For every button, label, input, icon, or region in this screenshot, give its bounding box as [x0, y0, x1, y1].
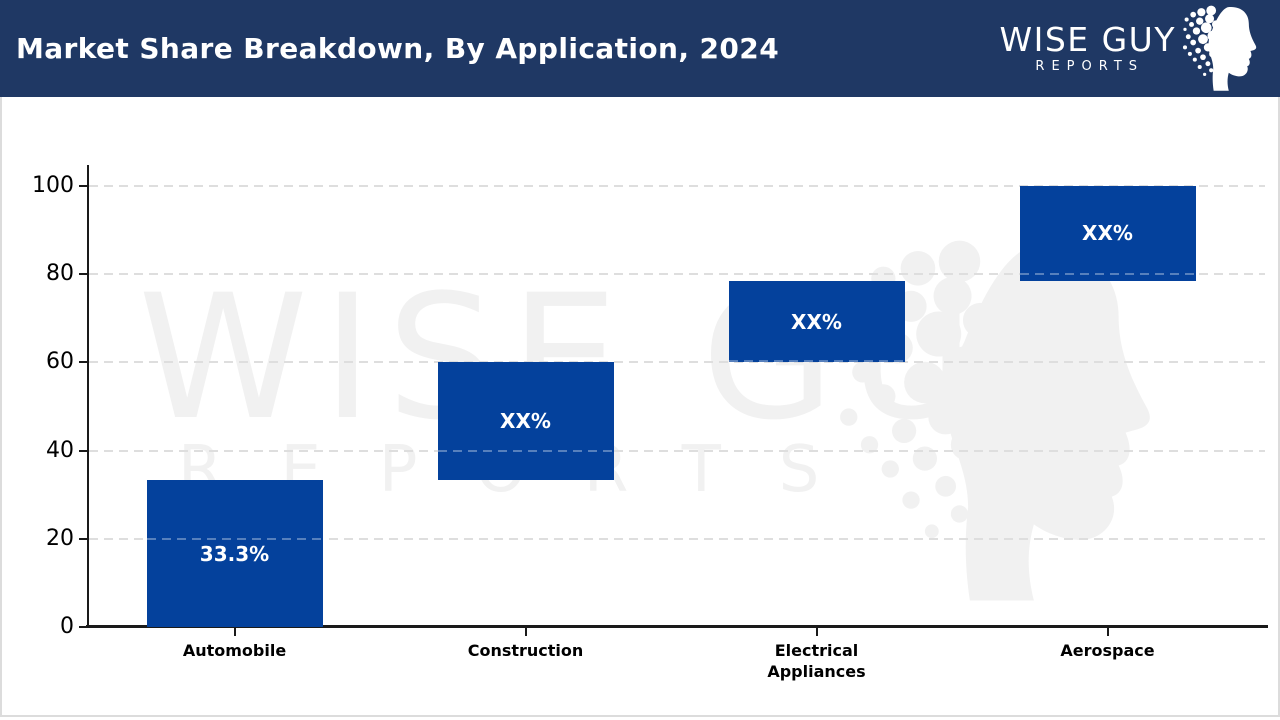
y-tick-label-0: 0 — [60, 614, 74, 639]
y-tick-80 — [79, 273, 87, 276]
chart-frame-border — [0, 97, 1280, 717]
x-tick-1 — [524, 628, 527, 636]
brand-logo: WISE GUY REPORTS — [999, 4, 1264, 94]
bar-label-0: 33.3% — [199, 541, 270, 566]
bar-0: 33.3% — [146, 480, 323, 627]
wiseguy-head-icon — [1182, 5, 1257, 91]
brand-name: WISE GUY — [999, 20, 1176, 60]
y-tick-40 — [79, 449, 87, 452]
y-axis — [87, 165, 89, 628]
y-tick-0 — [79, 626, 87, 628]
bar-label-3: XX% — [1082, 221, 1133, 246]
y-tick-20 — [79, 537, 87, 540]
gridline-40 — [89, 449, 1265, 452]
y-tick-label-80: 80 — [46, 261, 74, 287]
brand-subtitle: REPORTS — [1035, 58, 1145, 74]
x-tick-2 — [815, 628, 818, 636]
x-label-1: Construction — [467, 641, 584, 660]
bar-label-2: XX% — [791, 309, 842, 334]
bar-label-1: XX% — [500, 409, 551, 434]
header: Market Share Breakdown, By Application, … — [0, 0, 1280, 97]
gridline-over-bar — [146, 537, 323, 540]
gridline-60 — [89, 361, 1265, 364]
gridline-over-bar — [1019, 273, 1196, 276]
x-label-0: Automobile — [182, 641, 287, 660]
y-tick-label-20: 20 — [46, 525, 74, 551]
y-tick-label-100: 100 — [32, 173, 74, 198]
gridline-80 — [89, 273, 1265, 276]
gridline-over-bar — [437, 449, 614, 452]
bar-2: XX% — [728, 280, 905, 363]
y-tick-60 — [79, 361, 87, 364]
x-axis — [86, 625, 1268, 628]
x-tick-0 — [233, 628, 236, 636]
x-label-2: Electrical Appliances — [767, 641, 866, 681]
bar-3: XX% — [1019, 186, 1196, 281]
brand-logo-text: WISE GUY REPORTS — [999, 23, 1176, 74]
y-tick-label-60: 60 — [46, 349, 74, 375]
x-tick-3 — [1106, 628, 1109, 636]
x-label-3: Aerospace — [1060, 641, 1155, 660]
gridline-20 — [89, 537, 1265, 540]
y-tick-label-40: 40 — [46, 437, 74, 463]
y-tick-100 — [79, 185, 87, 187]
gridline-100 — [89, 185, 1265, 187]
bar-1: XX% — [437, 362, 614, 481]
page-title: Market Share Breakdown, By Application, … — [16, 32, 780, 65]
gridline-over-bar — [728, 360, 905, 363]
